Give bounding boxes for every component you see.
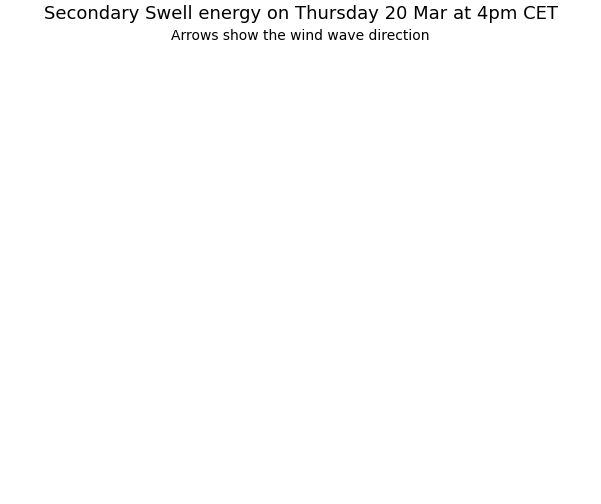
Text: Secondary Swell energy on Thursday 20 Mar at 4pm CET: Secondary Swell energy on Thursday 20 Ma… (43, 5, 558, 23)
Text: Arrows show the wind wave direction: Arrows show the wind wave direction (171, 29, 430, 43)
